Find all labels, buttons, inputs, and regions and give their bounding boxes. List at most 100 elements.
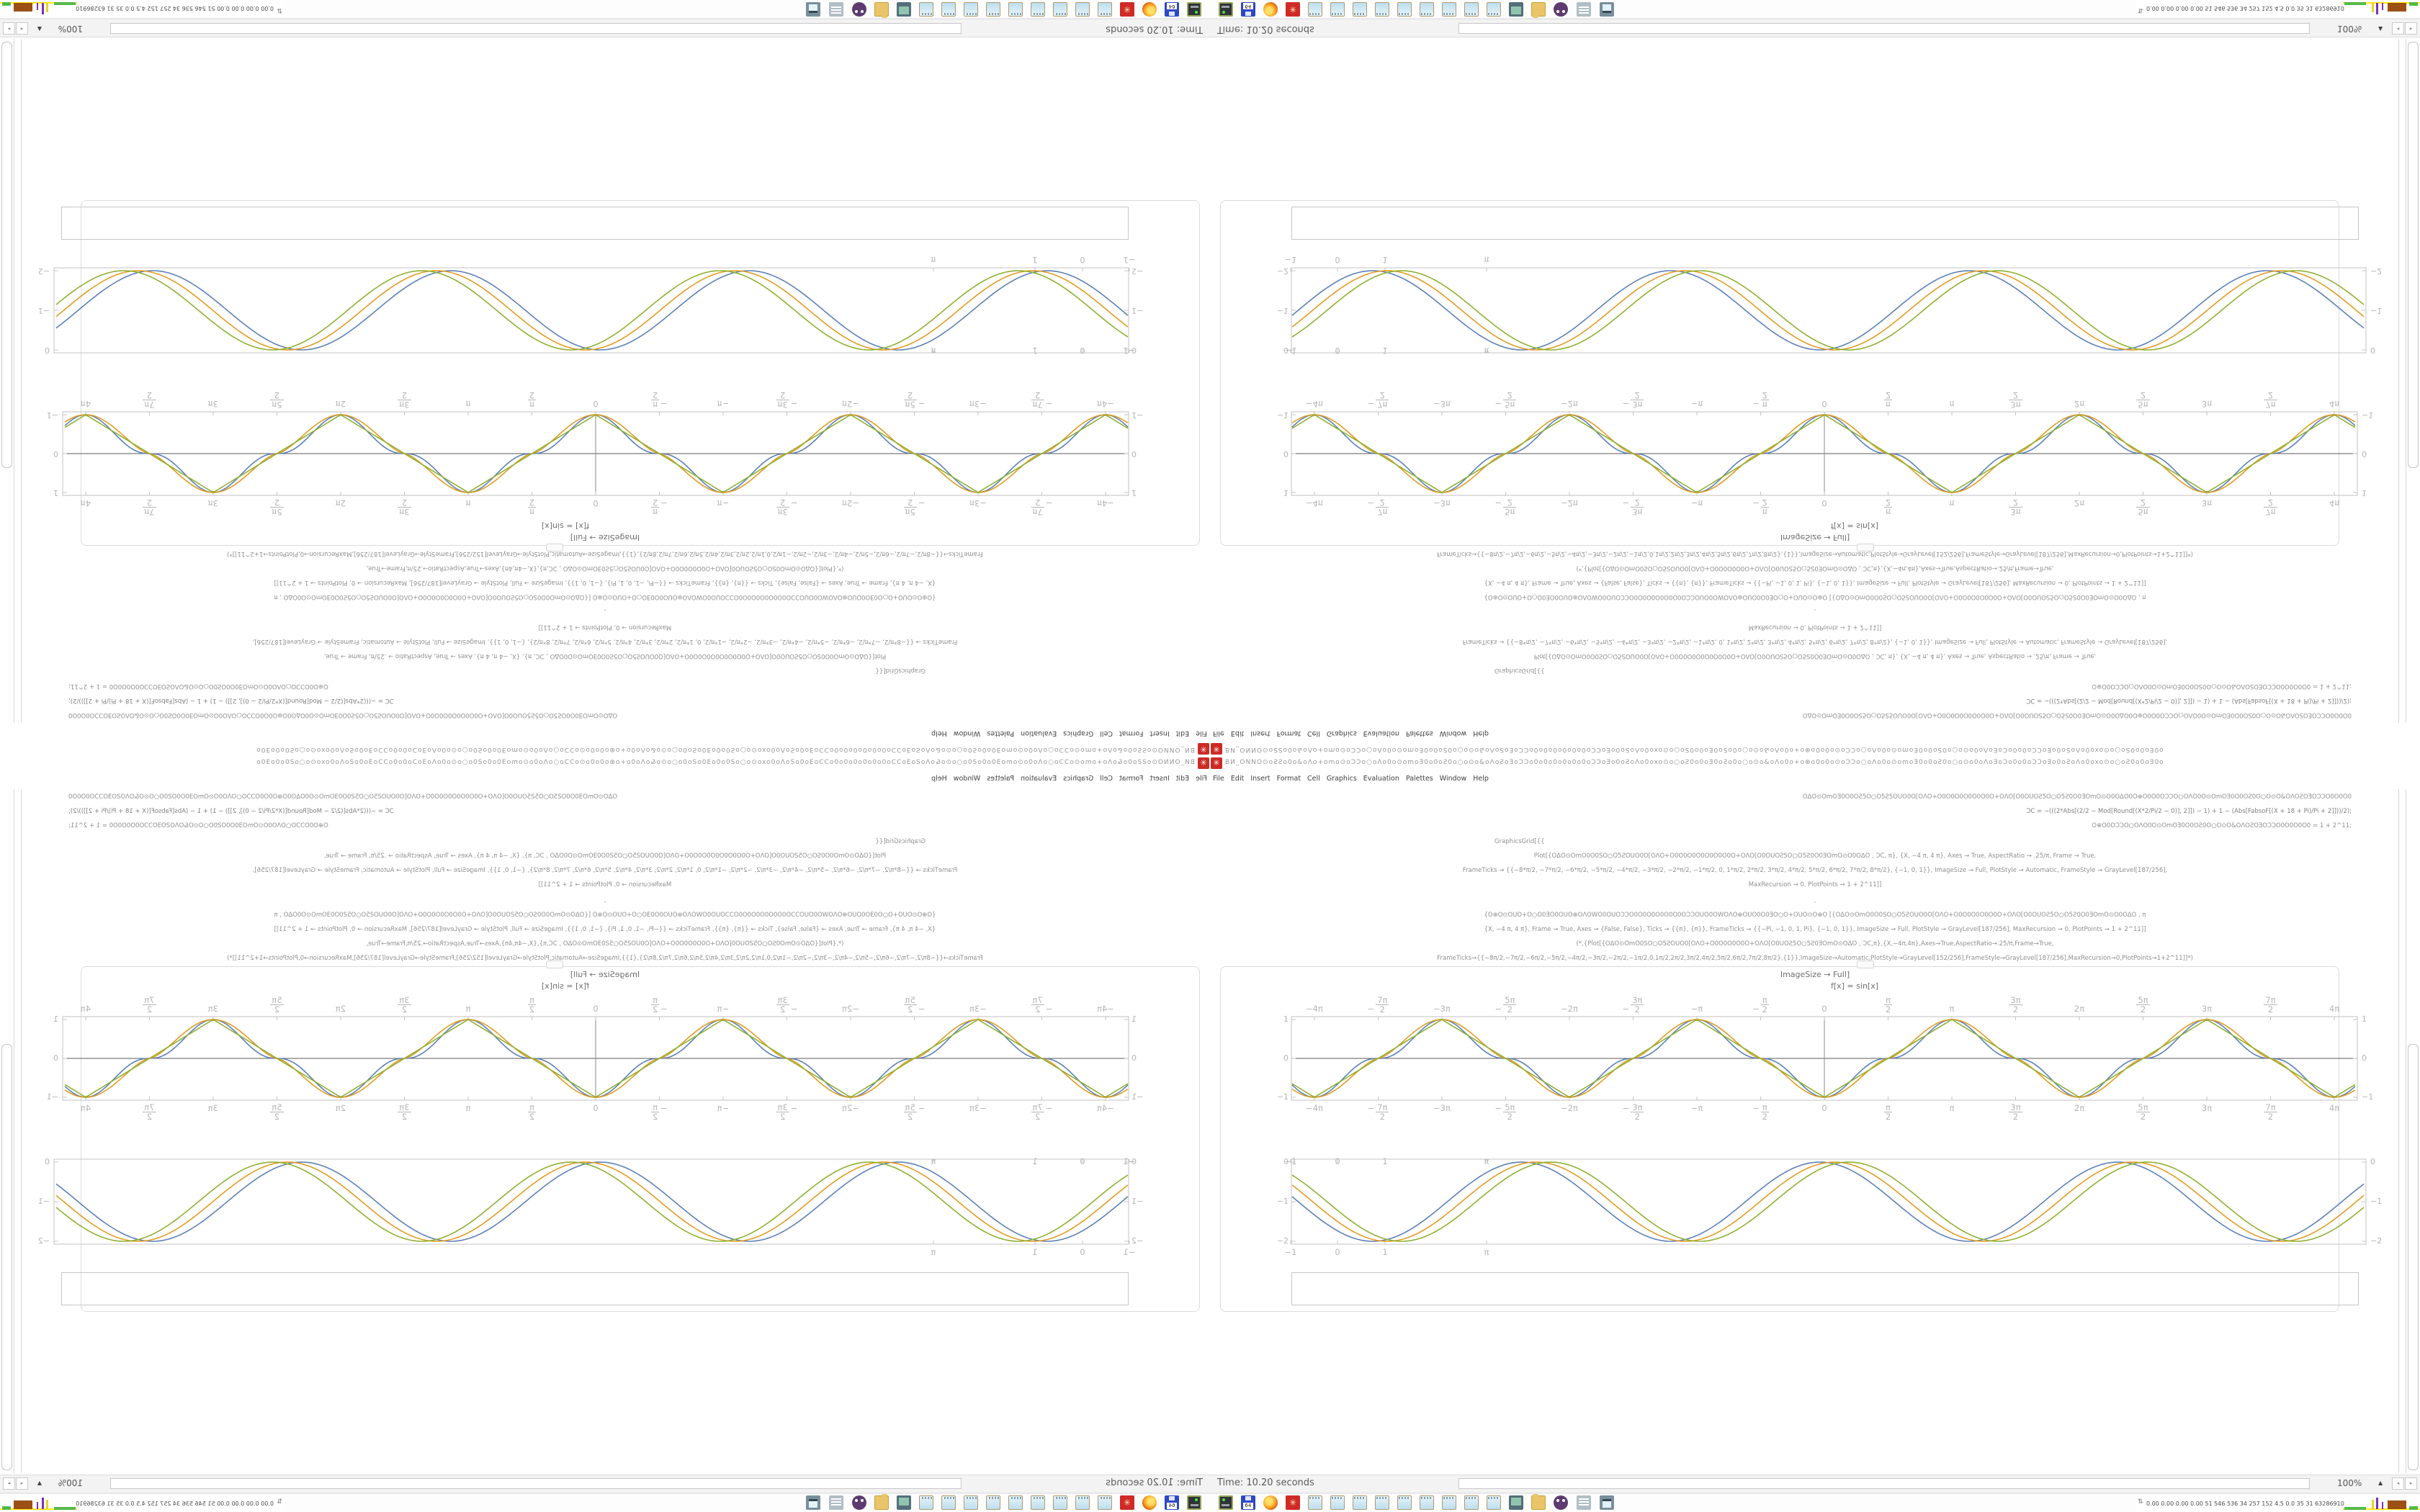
folder-icon[interactable]: [1531, 2, 1546, 17]
drive-icon[interactable]: [1219, 1495, 1233, 1510]
cell-tab-handle[interactable]: [1857, 960, 1874, 968]
notepad-icon[interactable]: [941, 1495, 956, 1510]
doclist-icon[interactable]: [1577, 2, 1591, 17]
folder-icon[interactable]: [874, 1495, 889, 1510]
gimp-icon[interactable]: [1554, 1495, 1568, 1510]
vertical-scrollbar-thumb[interactable]: [1, 42, 12, 468]
horizontal-scrollbar[interactable]: [1458, 23, 2310, 34]
notepad-icon[interactable]: [1098, 2, 1112, 17]
window-icon[interactable]: [806, 1495, 820, 1510]
scroll-left-button[interactable]: ◂: [16, 22, 28, 35]
firefox-icon[interactable]: [1263, 1495, 1278, 1510]
scroll-right-button[interactable]: ▸: [2405, 1477, 2417, 1490]
floppy-icon[interactable]: 64: [1241, 2, 1255, 17]
notepad-icon[interactable]: [1487, 1495, 1501, 1510]
menu-item-graphics[interactable]: Graphics: [1326, 775, 1357, 783]
notepad-icon[interactable]: [1031, 1495, 1045, 1510]
doclist-icon[interactable]: [829, 2, 843, 17]
menu-item-palettes[interactable]: Palettes: [1405, 775, 1433, 783]
notepad-icon[interactable]: [1053, 2, 1067, 17]
scroll-right-button[interactable]: ▸: [3, 1477, 15, 1490]
notepad-icon[interactable]: [1375, 2, 1389, 17]
folder-icon[interactable]: [1531, 1494, 1546, 1510]
notepad-icon[interactable]: [1420, 2, 1434, 17]
notepad-icon[interactable]: [1330, 2, 1345, 17]
folder-icon[interactable]: [874, 2, 889, 17]
menu-item-edit[interactable]: Edit: [1230, 775, 1245, 783]
vertical-scrollbar-thumb[interactable]: [2408, 1044, 2419, 1470]
menu-item-file[interactable]: File: [1213, 775, 1224, 783]
notepad-icon[interactable]: [1375, 1495, 1389, 1510]
notepad-icon[interactable]: [1353, 2, 1367, 17]
drive-icon[interactable]: [1187, 1495, 1201, 1510]
window-icon[interactable]: [1600, 1495, 1614, 1510]
cell-bracket[interactable]: [2398, 789, 2399, 1473]
menu-item-help[interactable]: Help: [1473, 775, 1489, 783]
notepad-icon[interactable]: [1442, 1495, 1456, 1510]
gear-icon[interactable]: ✳: [1286, 1495, 1300, 1510]
notepad-icon[interactable]: [1353, 1495, 1367, 1510]
vertical-scrollbar-thumb[interactable]: [2408, 42, 2419, 468]
monitor-icon[interactable]: [897, 2, 911, 17]
notepad-icon[interactable]: [1487, 2, 1501, 17]
firefox-icon[interactable]: [1142, 2, 1157, 17]
drive-icon[interactable]: [1219, 2, 1233, 17]
monitor-icon[interactable]: [897, 1495, 911, 1510]
horizontal-scrollbar[interactable]: [110, 1478, 962, 1489]
menu-item-format[interactable]: Format: [1276, 775, 1301, 783]
scroll-left-button[interactable]: ◂: [2392, 1477, 2404, 1490]
zoom-menu-triangle-icon[interactable]: ▲: [2378, 26, 2383, 32]
scroll-left-button[interactable]: ◂: [16, 1477, 28, 1490]
notepad-icon[interactable]: [964, 2, 978, 17]
monitor-icon[interactable]: [1509, 1495, 1523, 1510]
floppy-icon[interactable]: 64: [1165, 2, 1179, 17]
notepad-icon[interactable]: [919, 1495, 933, 1510]
vertical-scrollbar-thumb[interactable]: [1, 1044, 12, 1470]
cell-bracket[interactable]: [2398, 39, 2399, 723]
gimp-icon[interactable]: [852, 1495, 866, 1510]
notepad-icon[interactable]: [1008, 1495, 1023, 1510]
window-icon[interactable]: [806, 2, 820, 17]
notepad-icon[interactable]: [919, 2, 933, 17]
notepad-icon[interactable]: [1397, 2, 1412, 17]
notepad-icon[interactable]: [964, 1495, 978, 1510]
monitor-icon[interactable]: [1509, 2, 1523, 17]
firefox-icon[interactable]: [1142, 1495, 1157, 1510]
notepad-icon[interactable]: [1075, 1495, 1090, 1510]
menu-item-window[interactable]: Window: [1439, 775, 1467, 783]
gimp-icon[interactable]: [1554, 2, 1568, 17]
zoom-menu-triangle-icon[interactable]: ▲: [37, 26, 42, 32]
notepad-icon[interactable]: [1420, 1495, 1434, 1510]
floppy-icon[interactable]: 64: [1241, 1495, 1255, 1510]
notepad-icon[interactable]: [941, 2, 956, 17]
doclist-icon[interactable]: [1577, 1495, 1591, 1510]
notepad-icon[interactable]: [986, 2, 1000, 17]
cell-bracket[interactable]: [21, 789, 22, 1473]
notepad-icon[interactable]: [1308, 1495, 1322, 1510]
window-icon[interactable]: [1600, 2, 1614, 17]
menu-item-evaluation[interactable]: Evaluation: [1363, 775, 1399, 783]
horizontal-scrollbar[interactable]: [1458, 1478, 2310, 1489]
notepad-icon[interactable]: [1464, 2, 1479, 17]
doclist-icon[interactable]: [829, 1495, 843, 1510]
firefox-icon[interactable]: [1263, 2, 1278, 17]
cell-bracket[interactable]: [21, 39, 22, 723]
menu-item-insert[interactable]: Insert: [1250, 775, 1270, 783]
notepad-icon[interactable]: [1308, 2, 1322, 17]
scroll-right-button[interactable]: ▸: [3, 22, 15, 35]
gimp-icon[interactable]: [852, 2, 866, 17]
notepad-icon[interactable]: [986, 1495, 1000, 1510]
menu-item-cell[interactable]: Cell: [1307, 775, 1320, 783]
horizontal-scrollbar[interactable]: [110, 23, 962, 34]
gear-icon[interactable]: ✳: [1120, 2, 1134, 17]
mathematica-app-icon[interactable]: ✳: [1211, 757, 1222, 769]
drive-icon[interactable]: [1187, 2, 1201, 17]
gear-icon[interactable]: ✳: [1120, 1495, 1134, 1510]
notepad-icon[interactable]: [1442, 2, 1456, 17]
zoom-menu-triangle-icon[interactable]: ▲: [37, 1480, 42, 1486]
notepad-icon[interactable]: [1008, 2, 1023, 17]
notepad-icon[interactable]: [1397, 1495, 1412, 1510]
notepad-icon[interactable]: [1464, 1495, 1479, 1510]
notepad-icon[interactable]: [1031, 2, 1045, 17]
notepad-icon[interactable]: [1075, 2, 1090, 17]
